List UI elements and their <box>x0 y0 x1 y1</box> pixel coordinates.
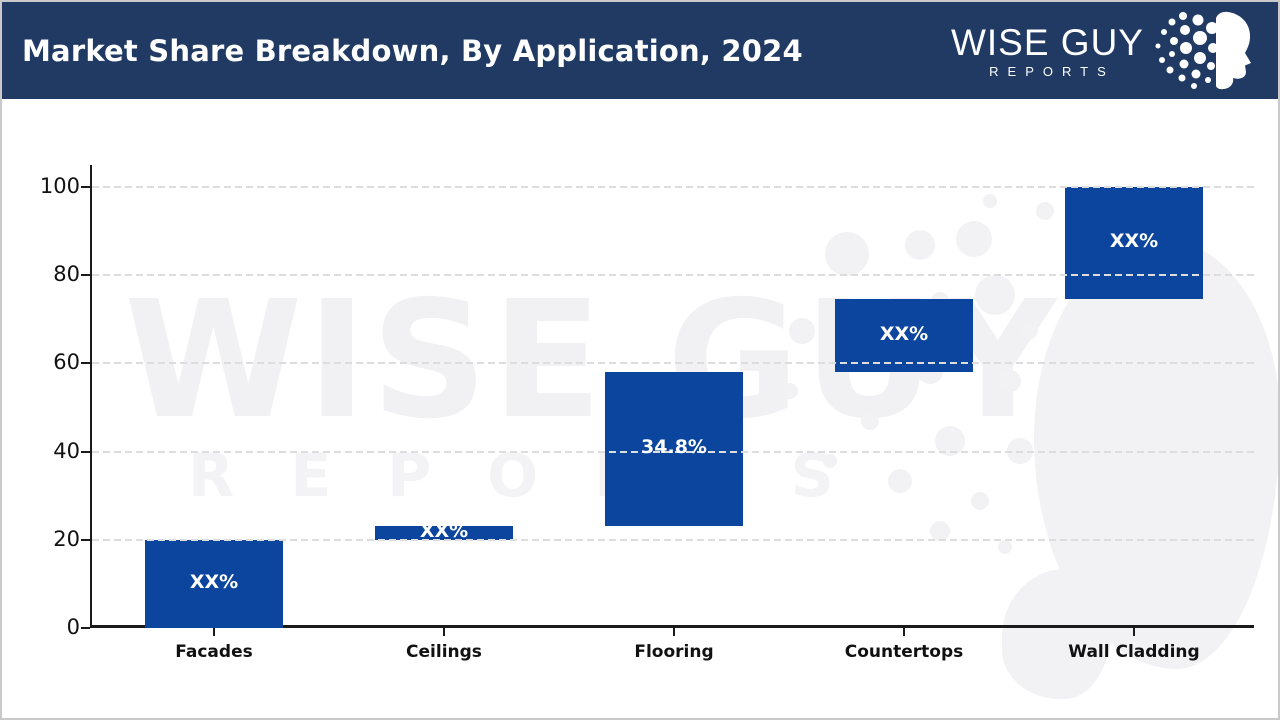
watermark-dot <box>905 230 935 260</box>
bar <box>145 539 283 628</box>
y-tick-label: 0 <box>66 615 80 639</box>
watermark-dot <box>789 318 815 344</box>
x-tick-mark <box>443 628 445 636</box>
logo-subtitle: REPORTS <box>989 63 1115 79</box>
y-tick-label: 80 <box>53 262 80 287</box>
watermark-dot <box>956 221 992 257</box>
y-tick-label: 60 <box>53 350 80 375</box>
y-tick-mark <box>81 186 90 189</box>
x-tick-mark <box>1133 628 1135 636</box>
header: Market Share Breakdown, By Application, … <box>2 2 1278 99</box>
watermark-dot <box>888 469 912 493</box>
plot-area: 0 20 40 60 80 100 XX% XX% 34.8% XX% XX% Facades Ceil… <box>40 165 1256 662</box>
bar-value-label: XX% <box>419 519 469 542</box>
category-label: Wall Cladding <box>1068 642 1200 662</box>
watermark-dot <box>975 275 1015 315</box>
y-tick-mark <box>81 627 90 629</box>
category-label: Flooring <box>634 642 714 662</box>
x-tick-mark <box>903 628 905 636</box>
y-tick-mark <box>81 450 90 453</box>
bar-value-label: XX% <box>879 322 929 345</box>
chart-area: WISE GUY REPORTS 0 20 40 60 80 100 XX% XX% 34.8%… <box>2 99 1278 718</box>
watermark-dot <box>1036 202 1054 220</box>
gridline <box>92 362 1256 365</box>
bar <box>605 372 743 526</box>
gridline <box>92 186 1256 189</box>
category-label: Ceilings <box>406 642 482 662</box>
y-tick-mark <box>81 274 90 277</box>
logo-wordmark: WISE GUY <box>950 21 1144 63</box>
bar <box>375 525 513 540</box>
y-tick-label: 40 <box>53 438 80 463</box>
bar-value-label: 34.8% <box>641 435 707 458</box>
watermark-dot <box>1022 323 1038 339</box>
bar <box>1065 187 1203 300</box>
gridline <box>92 538 1256 541</box>
face-dots-icon <box>1155 11 1251 89</box>
category-label: Countertops <box>844 642 964 662</box>
watermark-dot <box>930 521 950 541</box>
y-tick-mark <box>81 538 90 541</box>
watermark-dot <box>825 232 869 276</box>
watermark-dot <box>782 383 798 399</box>
bar <box>835 299 973 373</box>
wise-guy-logo: WISE GUY REPORTS <box>951 8 1262 94</box>
gridline <box>92 450 1256 453</box>
y-tick-label: 100 <box>39 174 80 199</box>
y-tick-mark <box>81 362 90 365</box>
watermark-dot <box>971 492 989 510</box>
bar-value-label: XX% <box>1109 230 1159 253</box>
chart-title: Market Share Breakdown, By Application, … <box>22 33 803 68</box>
watermark-dot <box>983 194 997 208</box>
x-tick-mark <box>673 628 675 636</box>
watermark-dot <box>861 412 879 430</box>
category-label: Facades <box>175 642 253 662</box>
gridline <box>92 274 1256 277</box>
watermark-neck-shape <box>1002 569 1112 699</box>
x-tick-mark <box>213 628 215 636</box>
watermark-dot <box>998 540 1012 554</box>
y-tick-label: 20 <box>53 526 80 551</box>
bar-value-label: XX% <box>189 570 239 593</box>
logo-text: WISE GUY REPORTS <box>951 24 1144 78</box>
watermark-dot <box>999 370 1021 392</box>
watermark-dot <box>823 454 837 468</box>
